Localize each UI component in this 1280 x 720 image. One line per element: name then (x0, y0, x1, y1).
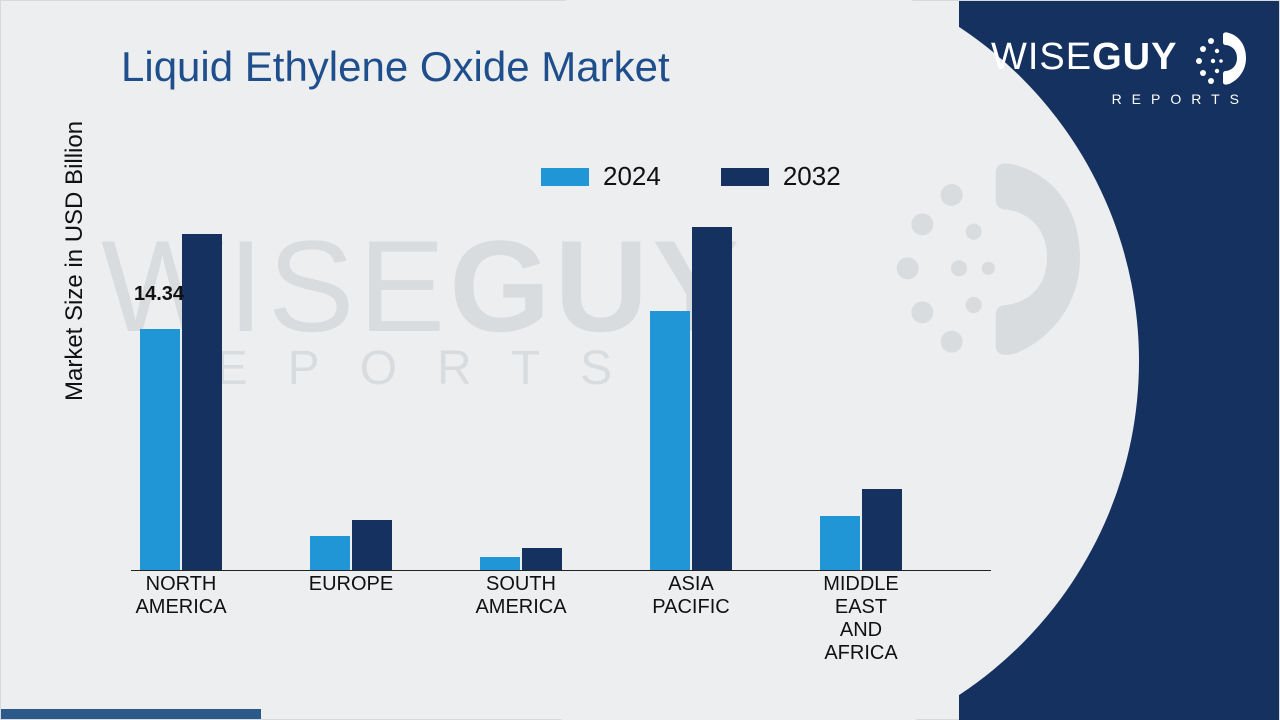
x-tick-label: SOUTHAMERICA (451, 573, 591, 619)
bar (692, 227, 732, 570)
x-tick-label: ASIAPACIFIC (621, 573, 761, 619)
bar (140, 329, 180, 570)
brand-head-icon (1189, 29, 1249, 89)
bar (352, 520, 392, 570)
chart-title: Liquid Ethylene Oxide Market (121, 43, 670, 91)
bottom-accent (1, 709, 261, 719)
bar (182, 234, 222, 570)
brand-word-2: GUY (1092, 36, 1177, 78)
bar-group (309, 520, 393, 570)
brand-word-1: WISE (991, 36, 1092, 78)
bar (310, 536, 350, 570)
brand-logo: WISEGUY REPORTS (991, 29, 1249, 107)
bar (650, 311, 690, 570)
x-tick-label: MIDDLEEASTANDAFRICA (791, 573, 931, 665)
x-tick-label: EUROPE (281, 573, 421, 596)
plot-area: 14.34 (131, 200, 991, 571)
value-label: 14.34 (134, 283, 184, 306)
y-axis-label: Market Size in USD Billion (61, 121, 89, 401)
bar (862, 489, 902, 570)
x-tick-label: NORTHAMERICA (111, 573, 251, 619)
bar (522, 548, 562, 570)
bar-group (479, 548, 563, 570)
bar (480, 557, 520, 570)
bar-group (819, 489, 903, 570)
x-axis-labels: NORTHAMERICAEUROPESOUTHAMERICAASIAPACIFI… (131, 569, 991, 639)
chart-card: Liquid Ethylene Oxide Market WISEGUY (0, 0, 1280, 720)
bar (820, 516, 860, 570)
bar-chart: Market Size in USD Billion 14.34 NORTHAM… (91, 171, 991, 631)
bar-group (649, 227, 733, 570)
brand-subtext: REPORTS (991, 91, 1249, 107)
